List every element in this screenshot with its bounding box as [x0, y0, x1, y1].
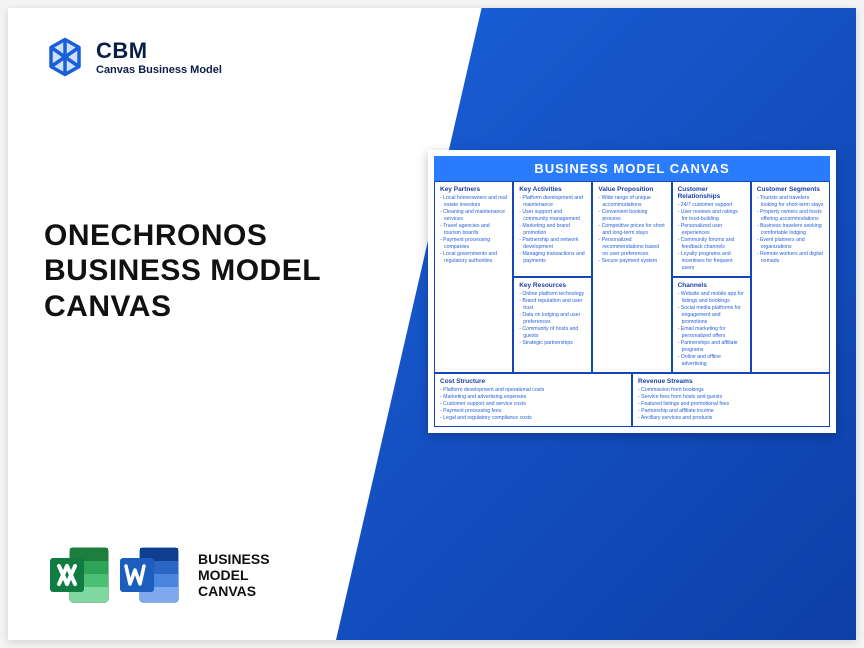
cell-value-proposition: Value Proposition Wide range of unique a…	[592, 181, 671, 373]
list-item: Personalized user experiences	[678, 223, 745, 237]
list-item: Service fees from hosts and guests	[638, 394, 824, 401]
list-item: Online platform technology	[519, 291, 586, 298]
logo-text: CBM Canvas Business Model	[96, 38, 222, 76]
cell-key-partners: Key Partners Local homeowners and real e…	[434, 181, 513, 373]
canvas-grid-bottom: Cost Structure Platform development and …	[434, 373, 830, 427]
list-item: Event planners and organizations	[757, 237, 824, 251]
list-item: Marketing and brand promotion	[519, 223, 586, 237]
promo-card: CBM Canvas Business Model ONECHRONOS BUS…	[8, 8, 856, 640]
cell-customer-segments: Customer Segments Tourists and travelers…	[751, 181, 830, 373]
bottom-label-l1: BUSINESS	[198, 551, 270, 567]
list-item: Social media platforms for engagement an…	[678, 305, 745, 326]
cell-customer-relationships: Customer Relationships 24/7 customer sup…	[672, 181, 751, 277]
list-item: Community of hosts and guests	[519, 326, 586, 340]
list-item: Loyalty programs and incentives for freq…	[678, 251, 745, 272]
list-item: User reviews and ratings for trust-build…	[678, 209, 745, 223]
headline-l3: CANVAS	[44, 289, 321, 324]
list-item: Partnership and network development	[519, 237, 586, 251]
list-item: Legal and regulatory compliance costs	[440, 415, 626, 422]
list-item: Marketing and advertising expenses	[440, 394, 626, 401]
list-item: Business travelers seeking comfortable l…	[757, 223, 824, 237]
logo-icon	[44, 36, 86, 78]
heading-kr: Key Resources	[519, 282, 586, 289]
list-item: Payment processing fees	[440, 408, 626, 415]
list-item: Secure payment system	[598, 258, 665, 265]
bottom-label-l3: CANVAS	[198, 583, 270, 599]
heading-cost: Cost Structure	[440, 378, 626, 385]
cell-revenue-streams: Revenue Streams Commission from bookings…	[632, 373, 830, 427]
list-item: Strategic partnerships	[519, 340, 586, 347]
cell-channels: Channels Website and mobile app for list…	[672, 277, 751, 373]
list-item: Commission from bookings	[638, 387, 824, 394]
list-item: Customer support and service costs	[440, 401, 626, 408]
list-item: Online and offline advertising	[678, 354, 745, 368]
bottom-label-l2: MODEL	[198, 567, 270, 583]
list-item: Brand reputation and user trust	[519, 298, 586, 312]
list-item: Competitive prices for short and long-te…	[598, 223, 665, 237]
list-item: Property owners and hosts offering accom…	[757, 209, 824, 223]
file-type-icons: BUSINESS MODEL CANVAS	[44, 540, 270, 610]
heading-cr: Customer Relationships	[678, 186, 745, 200]
bottom-label: BUSINESS MODEL CANVAS	[198, 551, 270, 599]
word-icon	[114, 540, 184, 610]
canvas-preview: BUSINESS MODEL CANVAS Key Partners Local…	[428, 150, 836, 433]
list-item: Wide range of unique accommodations	[598, 195, 665, 209]
heading-ch: Channels	[678, 282, 745, 289]
list-item: Community forums and feedback channels	[678, 237, 745, 251]
list-item: Cleaning and maintenance services	[440, 209, 507, 223]
heading-rev: Revenue Streams	[638, 378, 824, 385]
list-item: Tourists and travelers looking for short…	[757, 195, 824, 209]
heading-ka: Key Activities	[519, 186, 586, 193]
headline-l1: ONECHRONOS	[44, 218, 321, 253]
list-item: Featured listings and promotional fees	[638, 401, 824, 408]
headline-l2: BUSINESS MODEL	[44, 253, 321, 288]
list-item: Partnership and affiliate income	[638, 408, 824, 415]
list-item: Convenient booking process	[598, 209, 665, 223]
list-item: User support and community management	[519, 209, 586, 223]
list-item: Data on lodging and user preferences	[519, 312, 586, 326]
logo-abbrev: CBM	[96, 38, 222, 64]
heading-cs: Customer Segments	[757, 186, 824, 193]
list-item: 24/7 customer support	[678, 202, 745, 209]
brand-logo: CBM Canvas Business Model	[44, 36, 222, 78]
logo-full: Canvas Business Model	[96, 64, 222, 76]
cell-key-activities: Key Activities Platform development and …	[513, 181, 592, 277]
list-item: Website and mobile app for listings and …	[678, 291, 745, 305]
excel-icon	[44, 540, 114, 610]
list-item: Platform development and operational cos…	[440, 387, 626, 394]
heading-vp: Value Proposition	[598, 186, 665, 193]
cell-cost-structure: Cost Structure Platform development and …	[434, 373, 632, 427]
list-item: Email marketing for personalized offers	[678, 326, 745, 340]
list-item: Partnerships and affiliate programs	[678, 340, 745, 354]
list-item: Managing transactions and payments	[519, 251, 586, 265]
headline: ONECHRONOS BUSINESS MODEL CANVAS	[44, 218, 321, 324]
list-item: Local homeowners and real estate investo…	[440, 195, 507, 209]
list-item: Remote workers and digital nomads	[757, 251, 824, 265]
list-item: Ancillary services and products	[638, 415, 824, 422]
list-item: Personalized recommendations based on us…	[598, 237, 665, 258]
cell-key-resources: Key Resources Online platform technology…	[513, 277, 592, 373]
list-item: Payment processing companies	[440, 237, 507, 251]
heading-kp: Key Partners	[440, 186, 507, 193]
canvas-grid-top: Key Partners Local homeowners and real e…	[434, 181, 830, 373]
canvas-title: BUSINESS MODEL CANVAS	[434, 156, 830, 181]
list-item: Travel agencies and tourism boards	[440, 223, 507, 237]
list-item: Platform development and maintenance	[519, 195, 586, 209]
list-item: Local governments and regulatory authori…	[440, 251, 507, 265]
